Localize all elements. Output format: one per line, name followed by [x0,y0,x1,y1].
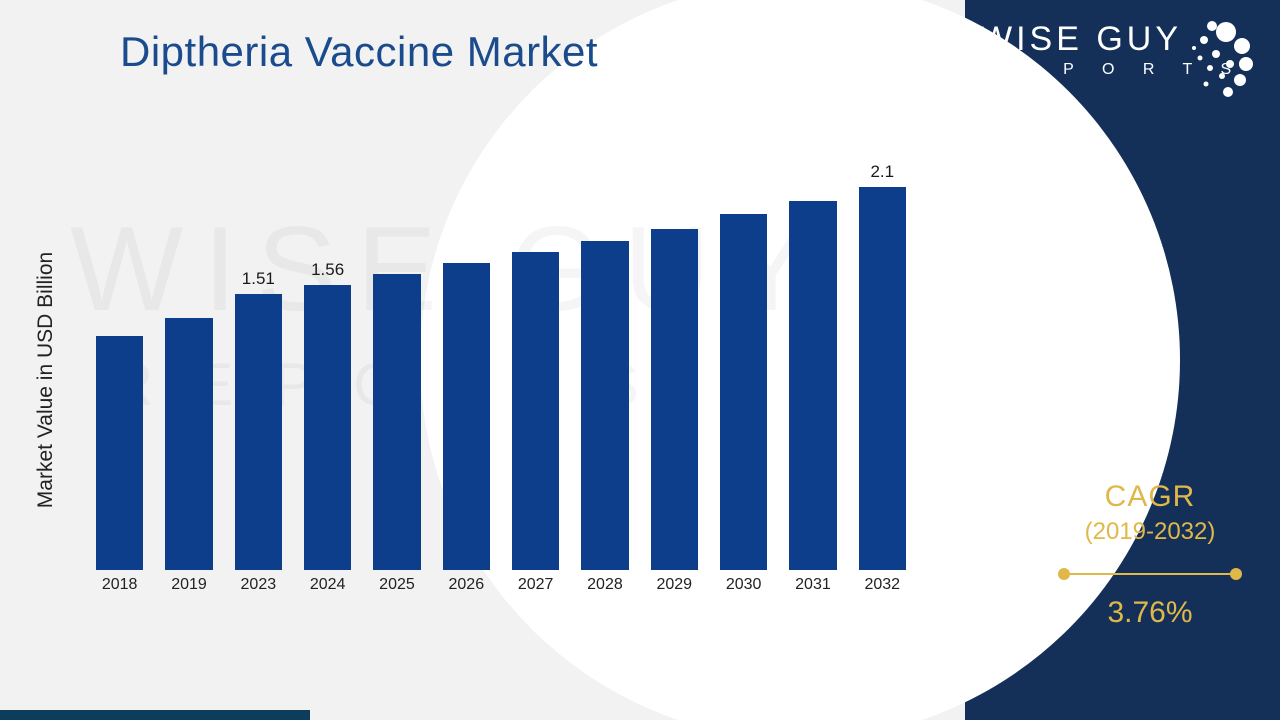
x-tick-label: 2029 [651,576,698,594]
bar [165,318,212,570]
bar-column [512,226,559,570]
bar [373,274,420,570]
cagr-block: CAGR (2019-2032) 3.76% [1020,480,1280,630]
bar-column: 1.51 [235,268,282,570]
bar [789,201,836,570]
cagr-value: 3.76% [1020,596,1280,630]
bar [581,241,628,570]
bar-column: 1.56 [304,259,351,570]
bar-value-label: 1.56 [311,259,344,281]
bar [651,229,698,570]
bar [235,294,282,570]
x-tick-label: 2025 [373,576,420,594]
plot: 1.51 1.56 2.1 [92,150,910,570]
chart-area: Market Value in USD Billion 1.511.562.1 … [60,150,910,610]
bar-column [789,175,836,570]
x-labels: 2018 2019 2023 2024 2025 2026 2027 2028 2029 2030… [92,576,910,594]
bottom-accent [0,710,310,720]
bar [512,252,559,570]
bars-container: 1.51 1.56 2.1 [92,150,910,570]
chart-title: Diptheria Vaccine Market [120,28,598,76]
x-tick-label: 2018 [96,576,143,594]
bar-column [720,188,767,570]
cagr-period: (2019-2032) [1020,518,1280,546]
x-tick-label: 2031 [789,576,836,594]
x-tick-label: 2024 [304,576,351,594]
bar-column [373,248,420,570]
x-tick-label: 2030 [720,576,767,594]
bar [96,336,143,570]
bar-value-label: 2.1 [870,161,894,183]
bar-value-label: 1.51 [242,268,275,290]
bar-column: 2.1 [859,161,906,570]
cagr-divider [1058,568,1242,580]
x-tick-label: 2026 [443,576,490,594]
bar [859,187,906,570]
bar [304,285,351,570]
x-tick-label: 2027 [512,576,559,594]
cagr-title: CAGR [1020,480,1280,514]
bar [443,263,490,570]
bar-column [165,292,212,570]
x-tick-label: 2023 [235,576,282,594]
bar [720,214,767,570]
bar-column [581,215,628,570]
x-tick-label: 2019 [165,576,212,594]
y-axis-label: Market Value in USD Billion [34,252,58,508]
x-tick-label: 2032 [859,576,906,594]
stage: WISE GUY REPORTS Diptheria Vaccine Marke… [0,0,1280,720]
bar-column [96,310,143,570]
bar-column [443,237,490,570]
brand-logo: WISE GUY R E P O R T S [980,20,1250,79]
x-tick-label: 2028 [581,576,628,594]
bar-column [651,203,698,570]
logo-head-icon [1176,14,1256,104]
